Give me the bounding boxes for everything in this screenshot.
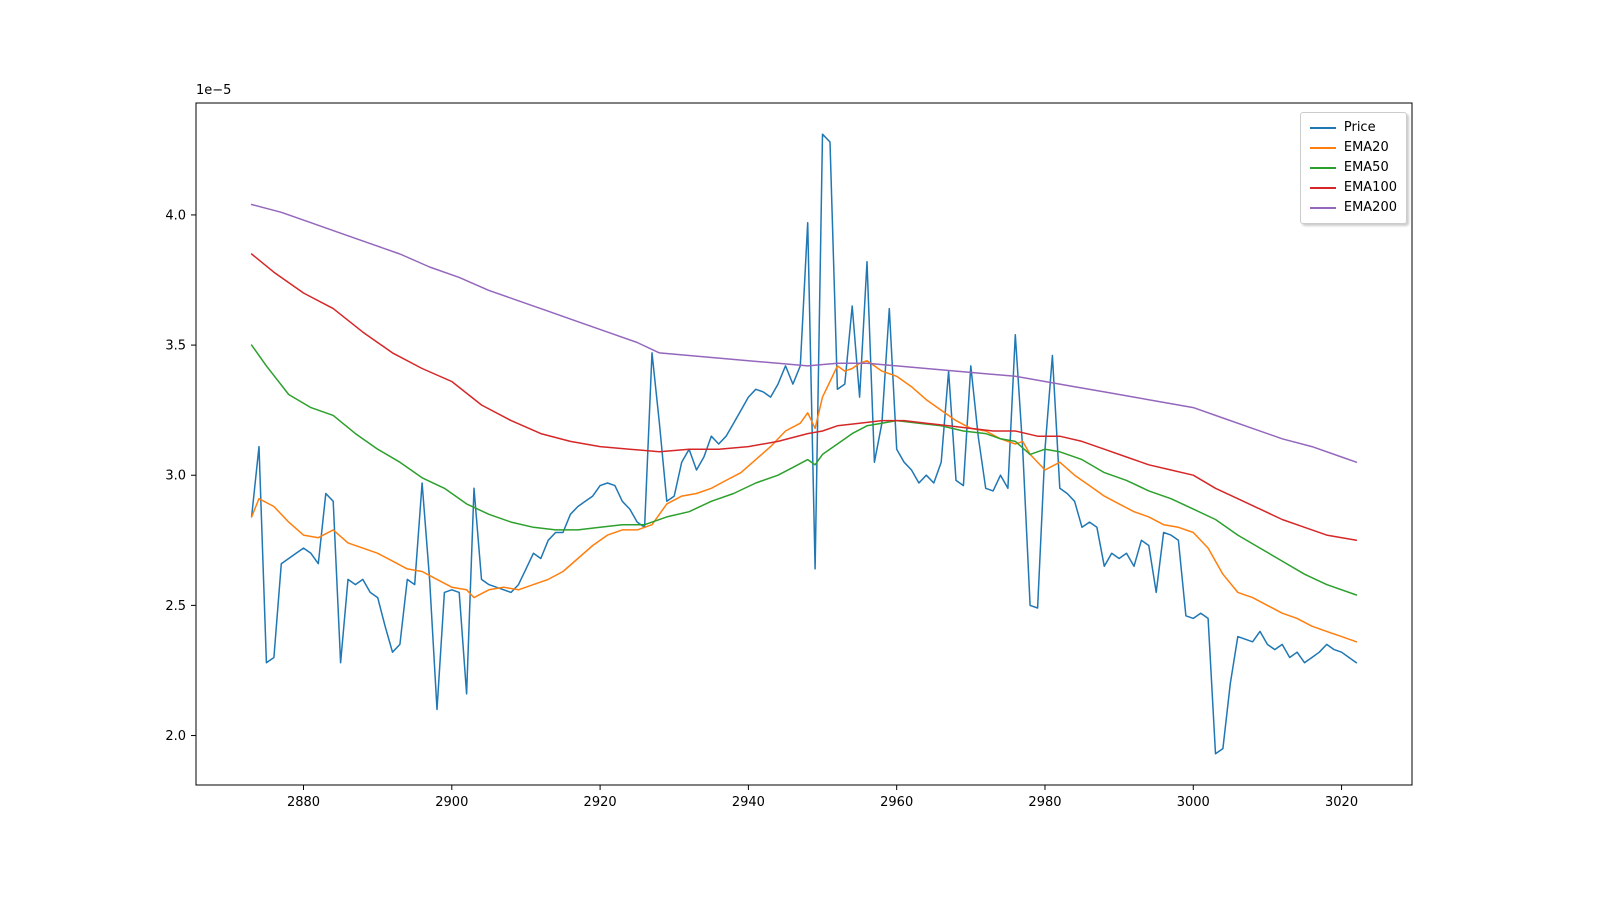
y-axis-offset-label: 1e−5 [196, 83, 231, 98]
legend-label: EMA100 [1343, 180, 1397, 195]
legend-item: Price [1309, 118, 1397, 138]
legend-label: Price [1343, 120, 1376, 135]
series-line-ema200 [250, 203, 1358, 463]
legend-line-swatch-price [1309, 127, 1336, 129]
legend-item: EMA200 [1309, 198, 1397, 218]
x-tick-label: 2940 [732, 795, 765, 810]
legend-item: EMA50 [1309, 158, 1397, 178]
series-line-ema20 [250, 359, 1358, 643]
x-tick-label: 3020 [1325, 795, 1358, 810]
x-tick-label: 3000 [1177, 795, 1210, 810]
series-line-ema100 [250, 253, 1358, 542]
y-tick-label: 4.0 [165, 208, 186, 223]
legend-line-swatch-ema20 [1309, 147, 1336, 149]
legend-line-swatch-ema200 [1309, 207, 1336, 209]
legend-item: EMA100 [1309, 178, 1397, 198]
x-tick-label: 2880 [287, 795, 320, 810]
legend-label: EMA20 [1343, 140, 1389, 155]
series-line-ema50 [250, 344, 1358, 596]
legend-item: EMA20 [1309, 138, 1397, 158]
legend-line-swatch-ema100 [1309, 187, 1336, 189]
x-tick-label: 2980 [1028, 795, 1061, 810]
legend-line-swatch-ema50 [1309, 167, 1336, 169]
legend: Price EMA20 EMA50 EMA100 EMA200 [1299, 112, 1407, 224]
x-tick-label: 2900 [435, 795, 468, 810]
y-tick-label: 3.0 [165, 469, 186, 484]
y-tick-label: 2.0 [165, 729, 186, 744]
series-line-price [250, 133, 1358, 755]
x-tick-label: 2960 [880, 795, 913, 810]
x-tick-label: 2920 [584, 795, 617, 810]
legend-label: EMA200 [1343, 200, 1397, 215]
legend-label: EMA50 [1343, 160, 1389, 175]
axes-frame [195, 102, 1413, 786]
y-tick-label: 3.5 [165, 339, 186, 354]
y-tick-label: 2.5 [165, 599, 186, 614]
